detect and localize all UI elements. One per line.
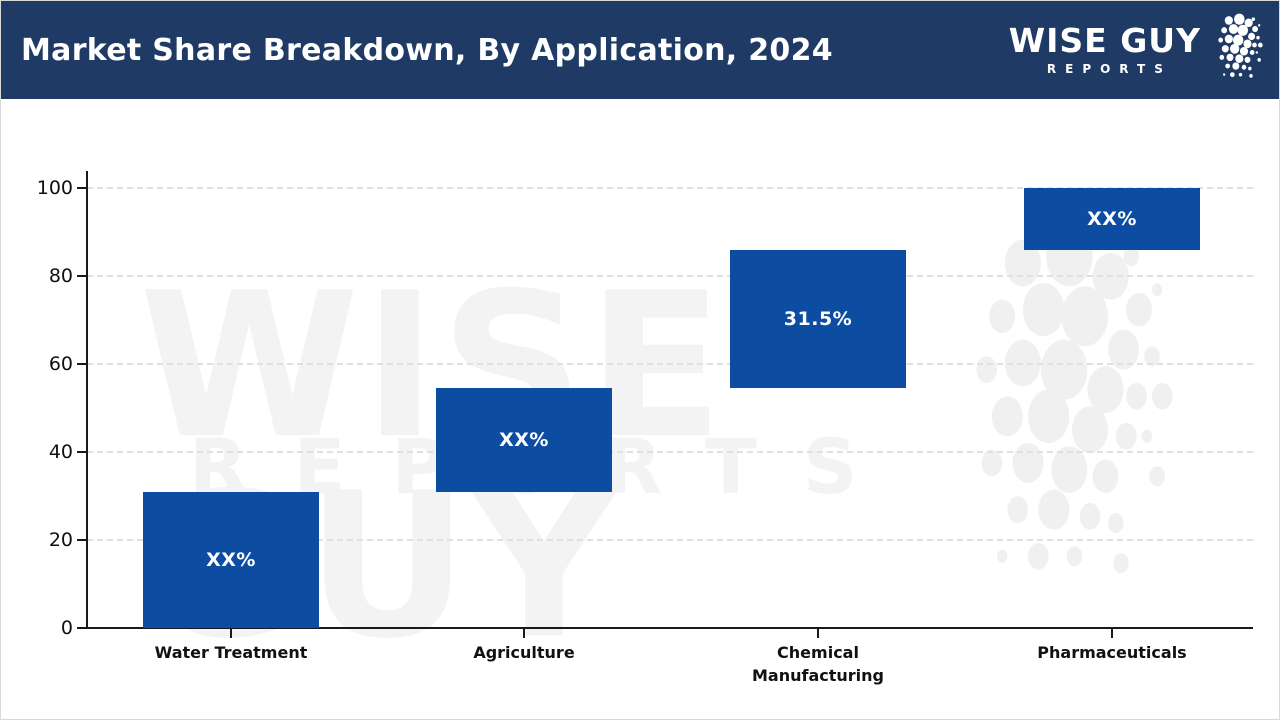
- x-label-chemical-manufacturing: Chemical Manufacturing: [752, 643, 884, 686]
- y-gridline-80: [87, 275, 1253, 277]
- y-tick-label-0: 0: [60, 617, 73, 639]
- y-gridline-100: [87, 187, 1253, 189]
- bar-value-label-water-treatment: XX%: [206, 548, 256, 571]
- y-gridline-60: [87, 363, 1253, 365]
- y-tick-mark-0: [77, 627, 87, 629]
- bar-water-treatment: XX%: [143, 491, 319, 628]
- bar-agriculture: XX%: [436, 388, 612, 492]
- y-axis: [86, 171, 88, 629]
- x-tick-mark-agriculture: [523, 629, 525, 638]
- bar-value-label-pharmaceuticals: XX%: [1087, 207, 1137, 230]
- x-tick-mark-chemical-manufacturing: [817, 629, 819, 638]
- y-tick-mark-100: [77, 187, 87, 189]
- x-tick-mark-pharmaceuticals: [1111, 629, 1113, 638]
- wiseguy-face-icon: [1195, 13, 1265, 87]
- x-label-pharmaceuticals: Pharmaceuticals: [1037, 643, 1187, 662]
- wiseguy-logo-brand: WISE GUY: [1008, 21, 1201, 60]
- x-label-water-treatment: Water Treatment: [154, 643, 308, 662]
- y-tick-mark-40: [77, 451, 87, 453]
- y-tick-label-60: 60: [48, 353, 73, 375]
- watermark-face-icon: [873, 223, 1183, 623]
- bar-pharmaceuticals: XX%: [1024, 188, 1200, 250]
- wiseguy-logo: WISE GUY REPORTS: [1009, 13, 1265, 87]
- y-tick-mark-60: [77, 363, 87, 365]
- wiseguy-logo-sub: REPORTS: [1046, 62, 1172, 76]
- bar-chemical-manufacturing: 31.5%: [730, 249, 906, 389]
- y-tick-mark-20: [77, 539, 87, 541]
- y-tick-mark-80: [77, 275, 87, 277]
- y-tick-label-80: 80: [48, 265, 73, 287]
- wiseguy-logo-text: WISE GUY REPORTS: [1009, 24, 1201, 76]
- y-gridline-20: [87, 539, 1253, 541]
- x-tick-mark-water-treatment: [230, 629, 232, 638]
- x-label-agriculture: Agriculture: [473, 643, 575, 662]
- x-axis: [86, 627, 1253, 629]
- y-tick-label-20: 20: [48, 529, 73, 551]
- y-gridline-40: [87, 451, 1253, 453]
- bar-value-label-agriculture: XX%: [499, 428, 549, 451]
- y-tick-label-100: 100: [36, 177, 73, 199]
- y-tick-label-40: 40: [48, 441, 73, 463]
- bar-value-label-chemical-manufacturing: 31.5%: [783, 307, 853, 330]
- header-bar: Market Share Breakdown, By Application, …: [1, 1, 1279, 99]
- chart-title: Market Share Breakdown, By Application, …: [21, 32, 833, 68]
